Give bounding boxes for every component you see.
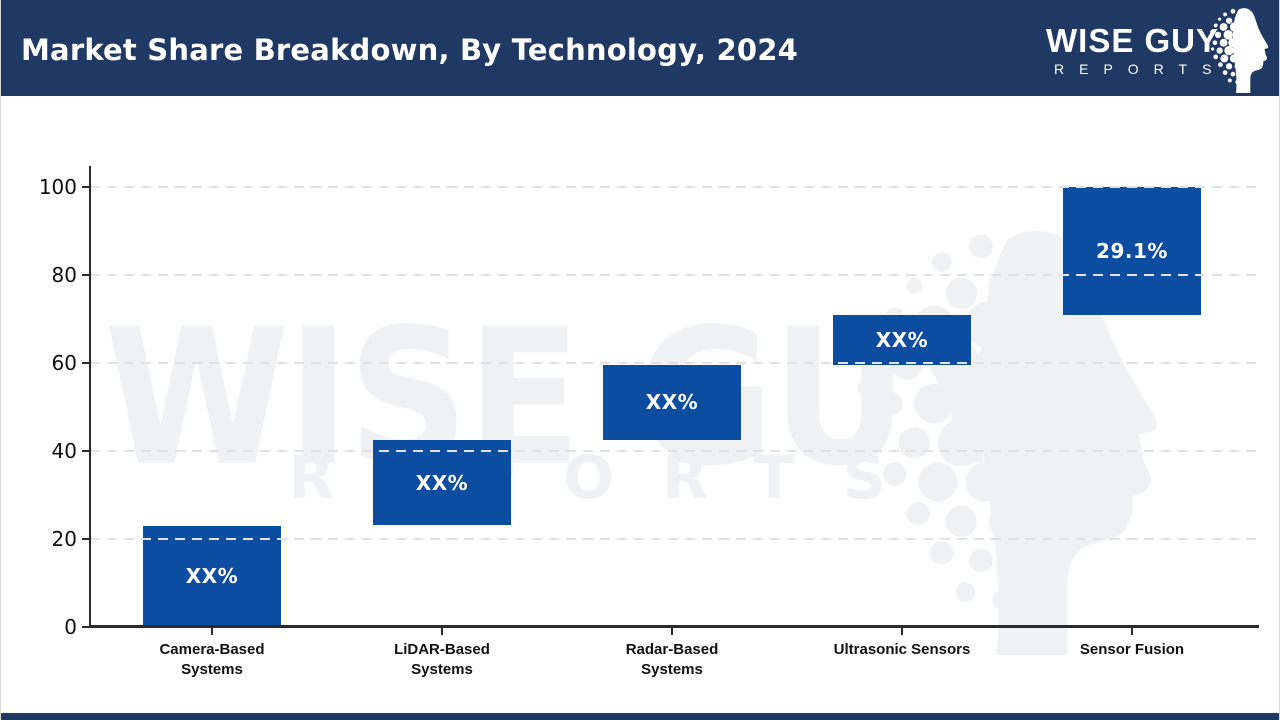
bar: XX%	[833, 314, 971, 365]
watermark-head-icon	[857, 230, 1158, 655]
category-label-line1: Sensor Fusion	[1079, 641, 1185, 658]
y-tick-mark	[82, 185, 90, 188]
x-axis-spine	[89, 625, 1259, 628]
y-tick-mark	[82, 449, 90, 452]
bar-value-label: XX%	[645, 390, 699, 415]
bar-value-label: XX%	[875, 327, 929, 352]
gridline	[90, 273, 1258, 276]
x-axis-category-label: Sensor Fusion	[1017, 640, 1247, 660]
category-label-line1: Ultrasonic Sensors	[833, 641, 971, 658]
bar-value-label: 29.1%	[1096, 238, 1168, 263]
wiseguy-head-icon	[1208, 8, 1269, 93]
category-label-line2: Systems	[411, 661, 473, 678]
bar: XX%	[143, 525, 281, 627]
y-tick-label: 0	[64, 614, 77, 639]
gridline	[90, 361, 1258, 364]
category-label-line2: Systems	[181, 661, 243, 678]
brand-subtitle: REPORTS	[1054, 61, 1227, 77]
gridline	[90, 449, 1258, 452]
footer-band	[1, 713, 1279, 720]
bar: XX%	[603, 364, 741, 440]
category-label-line1: Camera-Based	[159, 641, 265, 658]
y-tick-label: 100	[38, 174, 77, 199]
gridline	[90, 537, 1258, 540]
bar: 29.1%	[1063, 186, 1201, 315]
x-tick-mark	[671, 627, 673, 635]
bar: XX%	[373, 439, 511, 526]
x-axis-category-label: Ultrasonic Sensors	[787, 640, 1017, 660]
y-tick-mark	[82, 273, 90, 276]
y-tick-label: 60	[51, 350, 77, 375]
y-tick-mark	[82, 537, 90, 540]
header-band: Market Share Breakdown, By Technology, 2…	[1, 0, 1279, 96]
bar-value-label: XX%	[415, 470, 469, 495]
x-tick-mark	[441, 627, 443, 635]
y-tick-label: 80	[51, 262, 77, 287]
category-label-line2: Systems	[641, 661, 703, 678]
bar-value-label: XX%	[185, 564, 239, 589]
x-axis-category-label: Radar-Based Systems	[557, 640, 787, 680]
category-label-line1: LiDAR-Based	[394, 641, 490, 658]
y-tick-mark	[82, 361, 90, 364]
x-tick-mark	[1131, 627, 1133, 635]
y-tick-label: 20	[51, 526, 77, 551]
x-tick-mark	[211, 627, 213, 635]
y-axis-spine	[89, 166, 91, 627]
y-tick-label: 40	[51, 438, 77, 463]
x-axis-category-label: Camera-Based Systems	[97, 640, 327, 680]
x-tick-mark	[901, 627, 903, 635]
gridline	[90, 185, 1258, 188]
x-axis-category-label: LiDAR-Based Systems	[327, 640, 557, 680]
category-label-line1: Radar-Based	[625, 641, 719, 658]
chart-title: Market Share Breakdown, By Technology, 2…	[21, 33, 799, 67]
brand-wordmark: WISE GUY	[1046, 22, 1220, 59]
y-tick-mark	[82, 625, 90, 628]
